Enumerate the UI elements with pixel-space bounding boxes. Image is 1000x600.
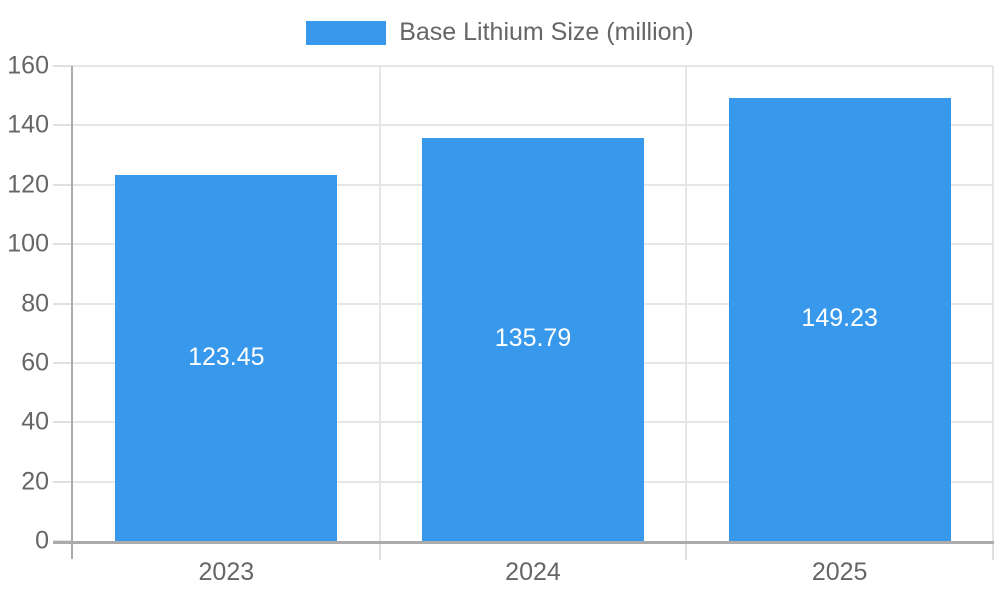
y-axis-label: 60 bbox=[21, 348, 49, 377]
y-axis-label: 0 bbox=[35, 526, 49, 555]
y-axis-tick bbox=[53, 361, 73, 364]
y-axis-label: 100 bbox=[7, 229, 49, 258]
y-gridline bbox=[73, 65, 993, 67]
y-axis-tick bbox=[53, 124, 73, 127]
y-axis-tick bbox=[53, 421, 73, 424]
x-axis-line bbox=[53, 541, 994, 544]
x-axis-tick bbox=[378, 544, 381, 560]
x-gridline bbox=[378, 66, 381, 541]
y-axis-label: 80 bbox=[21, 289, 49, 317]
y-axis-tick bbox=[53, 302, 73, 305]
y-gridline bbox=[73, 124, 993, 127]
bar bbox=[422, 137, 644, 541]
x-axis-label: 2023 bbox=[198, 558, 255, 586]
y-axis-label: 40 bbox=[21, 407, 49, 436]
legend-label[interactable]: Base Lithium Size (million) bbox=[399, 18, 694, 46]
y-axis-label: 20 bbox=[21, 467, 49, 496]
y-axis-label: 140 bbox=[7, 110, 49, 139]
bar-value-label: 123.45 bbox=[188, 342, 265, 371]
x-gridline bbox=[685, 66, 688, 541]
y-axis-label: 160 bbox=[7, 51, 49, 80]
y-axis-tick bbox=[53, 480, 73, 483]
y-axis-tick bbox=[53, 183, 73, 186]
bar-value-label: 135.79 bbox=[494, 324, 572, 353]
bar bbox=[728, 97, 951, 541]
y-axis-line bbox=[71, 66, 73, 559]
x-axis-label: 2024 bbox=[505, 558, 561, 586]
y-axis-tick bbox=[53, 243, 73, 246]
x-axis-label: 2025 bbox=[811, 558, 868, 586]
y-axis-tick bbox=[53, 65, 73, 67]
x-axis-tick bbox=[992, 544, 994, 560]
x-gridline bbox=[992, 66, 994, 541]
legend-swatch[interactable] bbox=[306, 20, 387, 45]
x-axis-tick bbox=[685, 544, 688, 560]
y-axis-label: 120 bbox=[7, 170, 49, 199]
bar bbox=[115, 174, 338, 541]
bar-value-label: 149.23 bbox=[801, 304, 878, 333]
legend: Base Lithium Size (million) bbox=[0, 18, 1000, 47]
